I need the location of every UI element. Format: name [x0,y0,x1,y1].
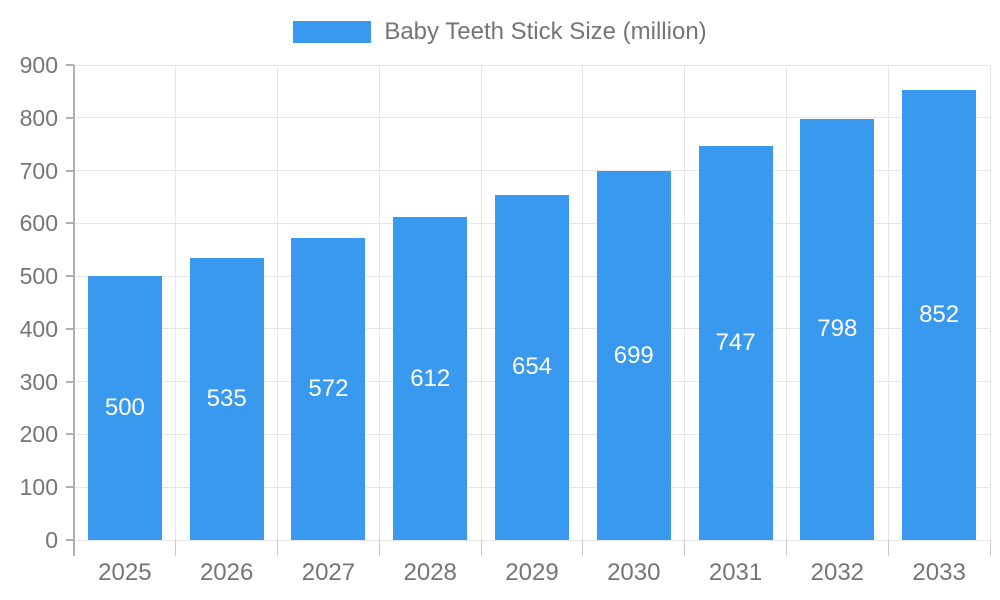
x-axis-tick [277,540,279,556]
bar[interactable]: 535 [189,257,264,540]
x-tick-label: 2033 [912,559,966,586]
y-axis-tick [66,64,74,66]
y-tick-label: 700 [19,157,58,184]
y-axis-tick [66,275,74,278]
bar[interactable]: 500 [87,276,162,540]
x-tick-label: 2028 [403,559,457,586]
y-tick-label: 600 [19,210,58,237]
bar-value-label: 612 [410,364,451,392]
y-gridline [74,117,990,119]
x-tick-label: 2032 [810,559,865,586]
x-axis-tick [785,540,787,556]
bar[interactable]: 852 [902,90,977,540]
legend: Baby Teeth Stick Size (million) [0,14,1000,50]
y-tick-label: 400 [19,315,58,342]
x-axis-tick [175,540,177,556]
bar-value-label: 747 [715,328,756,356]
y-gridline [74,64,990,66]
x-tick-label: 2030 [607,559,661,586]
x-tick-label: 2026 [199,559,254,586]
x-axis-tick [582,540,584,556]
bar-value-label: 852 [919,301,960,329]
x-gridline [785,65,787,540]
x-tick-label: 2027 [301,559,356,586]
x-gridline [887,65,889,540]
bar[interactable]: 654 [495,194,569,540]
x-gridline [277,65,279,540]
y-axis-tick [66,380,74,383]
bar[interactable]: 572 [291,238,366,540]
bar-value-label: 654 [511,353,553,381]
x-gridline [378,65,380,540]
y-tick-label: 800 [19,104,58,131]
x-gridline [582,65,584,540]
x-tick-label: 2025 [98,559,152,586]
legend-item[interactable]: Baby Teeth Stick Size (million) [293,18,707,46]
y-axis-tick [66,539,74,541]
bar-value-label: 699 [613,341,654,369]
y-axis-tick [66,327,74,330]
y-axis-tick [66,169,74,172]
x-axis-tick [378,540,380,556]
x-gridline [175,65,177,540]
bar-value-label: 798 [817,315,858,343]
x-gridline [480,65,482,540]
y-axis-line [73,65,75,556]
y-tick-label: 200 [19,421,58,448]
y-axis-tick [66,222,74,225]
legend-swatch-icon [293,21,372,43]
y-tick-label: 900 [19,52,58,78]
x-gridline [989,65,991,540]
x-axis-tick [480,540,482,556]
bar[interactable]: 798 [800,118,875,540]
y-gridline [74,539,990,541]
y-tick-label: 100 [19,474,58,501]
x-gridline [684,65,686,540]
bar[interactable]: 699 [596,171,671,540]
y-axis-tick [66,116,74,119]
bar[interactable]: 612 [393,217,468,540]
bar-value-label: 535 [206,384,247,412]
bar-value-label: 500 [104,394,145,422]
bar[interactable]: 747 [698,145,773,540]
y-tick-label: 0 [45,527,58,553]
x-tick-label: 2029 [505,559,559,586]
y-axis-tick [66,433,74,436]
y-tick-label: 300 [19,368,58,395]
y-axis-tick [66,486,74,489]
y-gridline [74,170,990,172]
bar-value-label: 572 [308,375,349,403]
x-axis-tick [887,540,889,556]
y-tick-label: 500 [19,263,58,290]
x-tick-label: 2031 [708,559,763,586]
x-axis-tick [989,540,991,556]
x-axis-tick [684,540,686,556]
legend-label: Baby Teeth Stick Size (million) [384,18,707,45]
